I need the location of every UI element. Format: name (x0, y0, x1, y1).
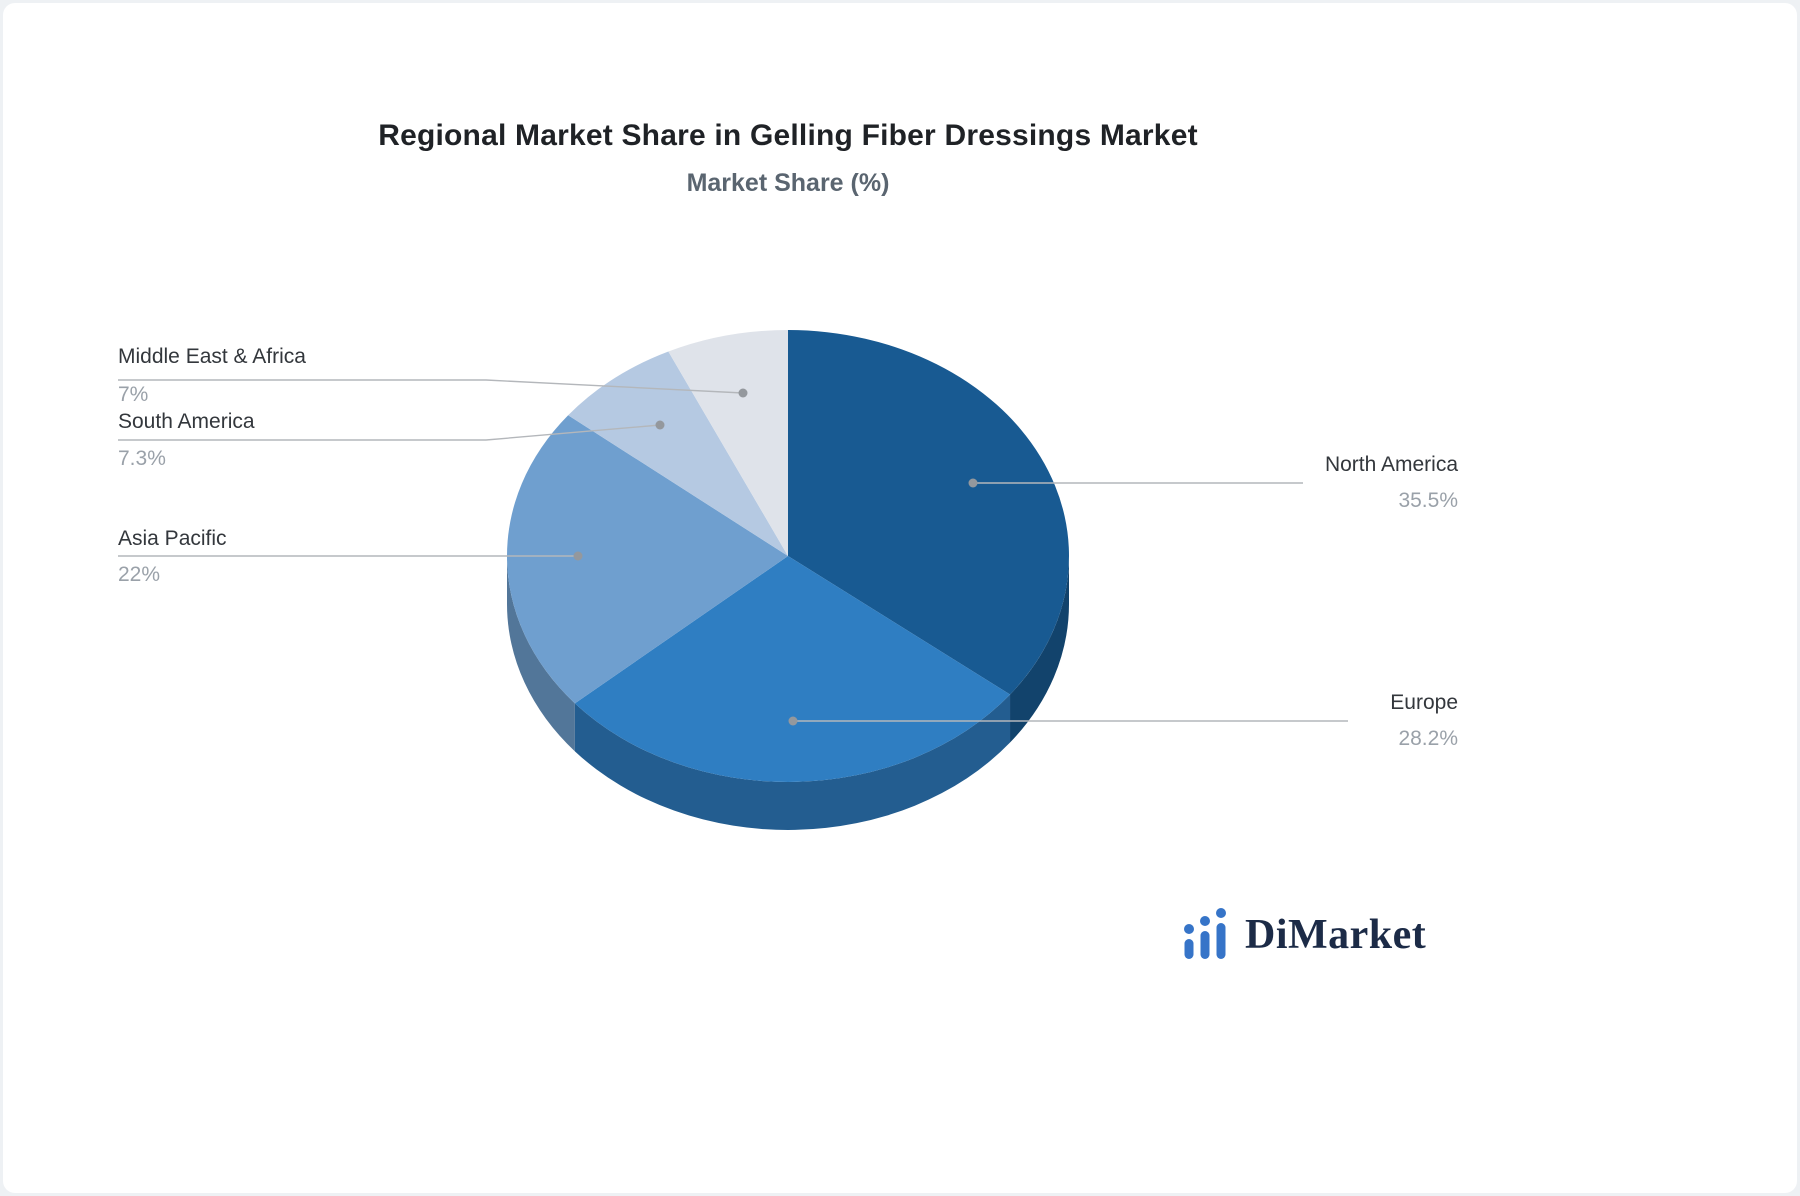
leader-line (118, 379, 744, 394)
pie-slice-middle-east-africa[interactable] (668, 330, 788, 556)
pie-slice-side (574, 694, 1011, 830)
leader-dot (968, 478, 978, 488)
leader-dot (738, 388, 748, 398)
leader-dot (655, 420, 665, 430)
pie-chart-svg (118, 330, 1348, 830)
leader-line (118, 424, 661, 441)
chart-card: Regional Market Share in Gelling Fiber D… (3, 3, 1797, 1193)
pie-slice-south-america[interactable] (568, 351, 788, 556)
pie-slice-asia-pacific[interactable] (507, 415, 788, 704)
chart-title: Regional Market Share in Gelling Fiber D… (378, 119, 1198, 152)
brand-logo: DiMarket (1181, 908, 1426, 962)
brand-logo-text: DiMarket (1245, 912, 1427, 958)
pie-slice-side (507, 556, 575, 752)
bar-chart-icon (1184, 908, 1226, 959)
pie-slice-north-america[interactable] (788, 330, 1069, 695)
pie-slice-side (1010, 556, 1069, 743)
chart-subtitle: Market Share (%) (686, 169, 890, 197)
leader-dot (788, 716, 798, 726)
leader-dot (573, 551, 583, 561)
pie-slice-europe[interactable] (574, 556, 1011, 782)
